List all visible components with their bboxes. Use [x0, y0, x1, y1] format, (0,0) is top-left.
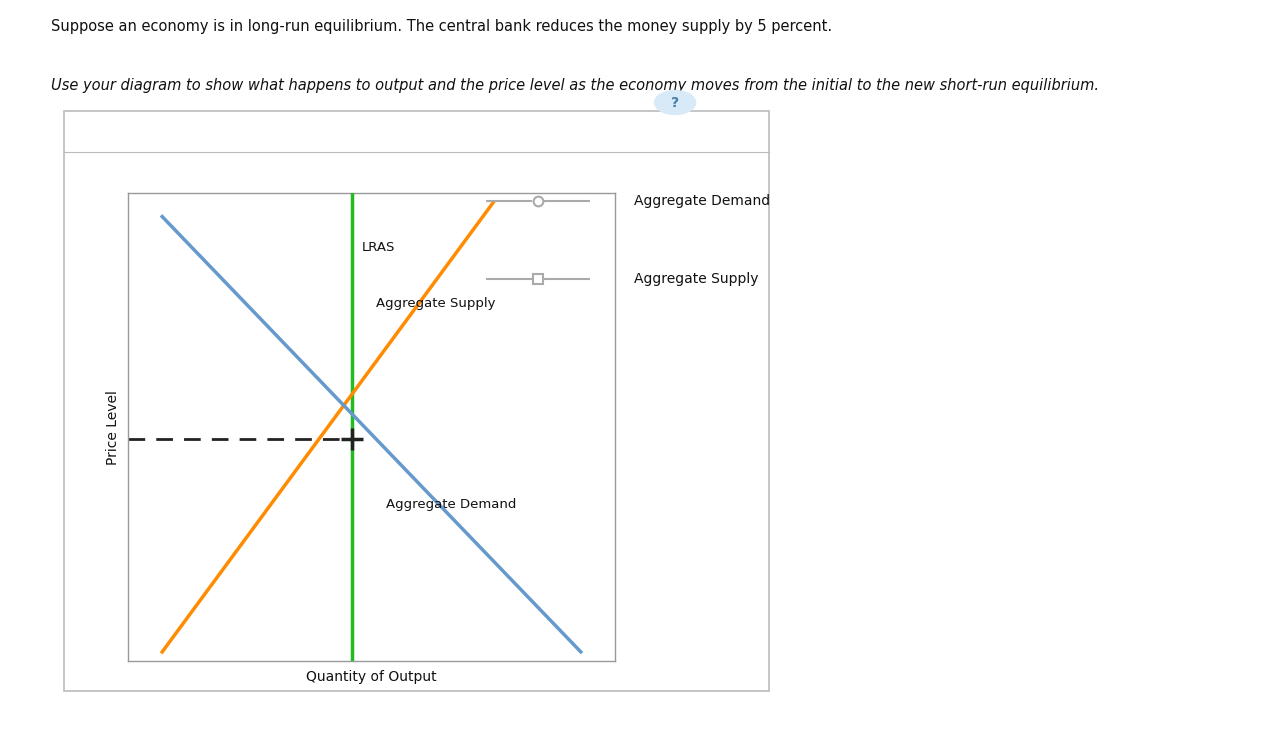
- Text: Use your diagram to show what happens to output and the price level as the econo: Use your diagram to show what happens to…: [51, 78, 1099, 93]
- X-axis label: Quantity of Output: Quantity of Output: [306, 669, 437, 684]
- Text: Aggregate Demand: Aggregate Demand: [634, 194, 770, 207]
- Text: ?: ?: [671, 96, 679, 109]
- Text: Suppose an economy is in long-run equilibrium. The central bank reduces the mone: Suppose an economy is in long-run equili…: [51, 19, 833, 33]
- Text: Aggregate Demand: Aggregate Demand: [386, 499, 516, 511]
- Text: Aggregate Supply: Aggregate Supply: [634, 272, 758, 285]
- Text: Aggregate Supply: Aggregate Supply: [377, 297, 496, 311]
- Text: LRAS: LRAS: [361, 241, 395, 254]
- Y-axis label: Price Level: Price Level: [106, 390, 119, 464]
